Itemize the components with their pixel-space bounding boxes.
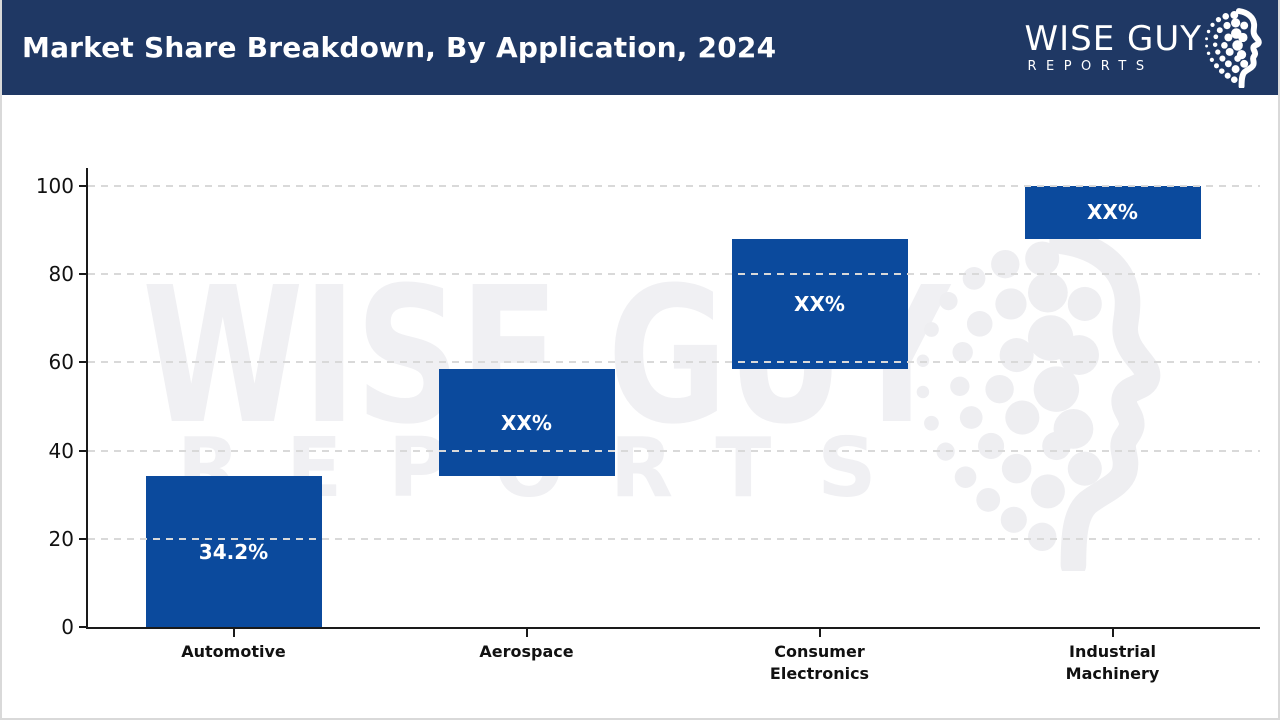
x-axis-category-label: Consumer Electronics xyxy=(769,642,870,683)
gridline xyxy=(88,537,1260,540)
y-axis-tick-label: 60 xyxy=(48,350,74,375)
bar-segment xyxy=(731,238,908,369)
y-axis-tick-label: 40 xyxy=(48,438,74,463)
logo-wordmark: WISE GUY xyxy=(1024,19,1202,59)
logo-text: WISE GUY REPORTS xyxy=(1024,22,1202,73)
x-axis-tick-mark xyxy=(1111,629,1114,637)
header-bar: Market Share Breakdown, By Application, … xyxy=(2,0,1278,95)
gridline xyxy=(88,361,1260,364)
y-axis-tick-mark xyxy=(79,361,87,364)
y-axis-tick-label: 0 xyxy=(61,615,74,639)
x-axis-category-label: Industrial Machinery xyxy=(1065,642,1160,683)
y-axis-tick-mark xyxy=(79,185,87,187)
bar-segment xyxy=(145,476,322,627)
bar-value-label: XX% xyxy=(794,291,845,316)
x-axis-tick-mark xyxy=(232,629,235,637)
chart-title: Market Share Breakdown, By Application, … xyxy=(22,31,777,64)
y-axis-tick-mark xyxy=(79,626,87,628)
x-axis-category-label: Aerospace xyxy=(479,642,574,661)
y-axis-line xyxy=(86,168,88,629)
bar-value-label: XX% xyxy=(1087,200,1138,225)
chart-area: WISE GUY REPORTS 02040608010034.2%XX%XX%… xyxy=(2,95,1278,718)
x-axis-category-label: Automotive xyxy=(181,642,286,661)
y-axis-tick-mark xyxy=(79,273,87,276)
x-axis-line xyxy=(86,627,1260,629)
bar-segment xyxy=(438,369,615,477)
y-axis-tick-label: 20 xyxy=(48,526,74,551)
x-axis-tick-mark xyxy=(525,629,528,637)
bar-value-label: 34.2% xyxy=(198,539,269,564)
gridline xyxy=(88,185,1260,187)
x-axis-tick-mark xyxy=(818,629,821,637)
gridline xyxy=(88,273,1260,276)
gridline xyxy=(88,449,1260,452)
bar-value-label: XX% xyxy=(501,410,552,435)
watermark-head-icon xyxy=(886,230,1170,571)
logo-subtitle: REPORTS xyxy=(1027,59,1154,74)
y-axis-tick-label: 80 xyxy=(48,262,74,287)
wise-guy-reports-logo: WISE GUY REPORTS xyxy=(1024,8,1264,88)
bar-segment xyxy=(1024,186,1201,239)
logo-head-icon xyxy=(1198,8,1264,88)
y-axis-tick-mark xyxy=(79,449,87,452)
y-axis-tick-mark xyxy=(79,537,87,540)
y-axis-tick-label: 100 xyxy=(35,174,74,198)
